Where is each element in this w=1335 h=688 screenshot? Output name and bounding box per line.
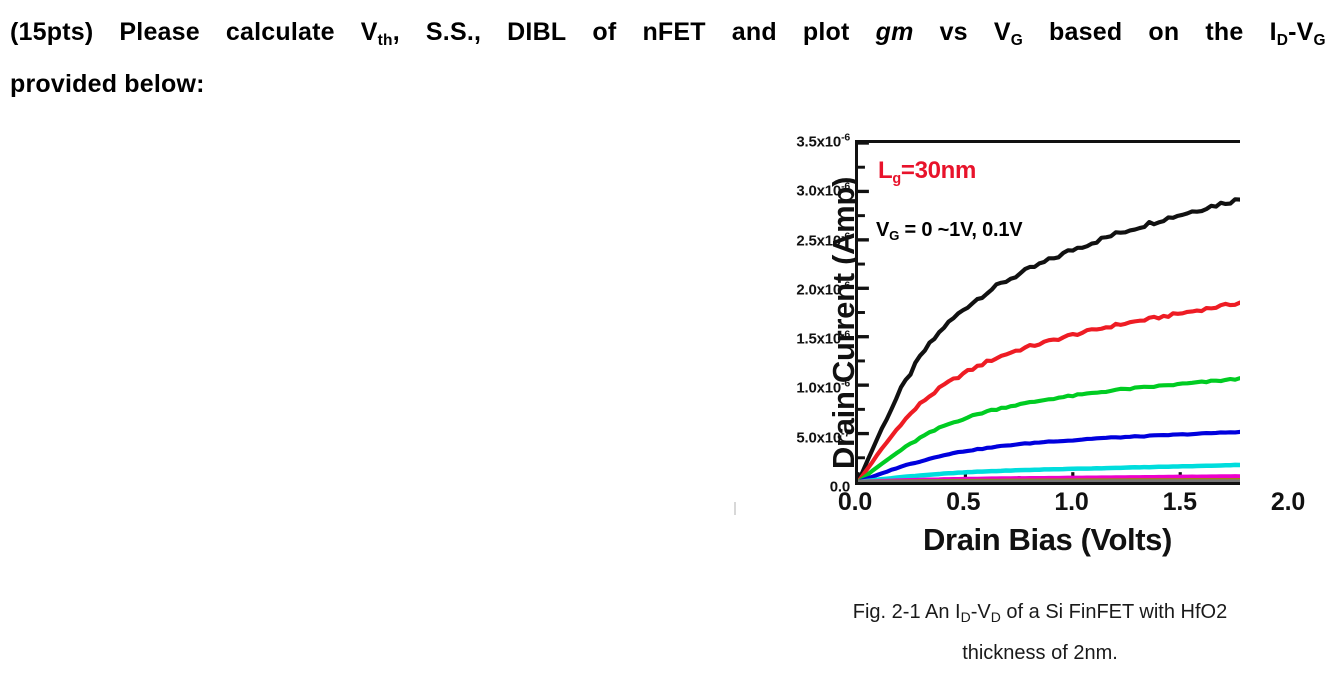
caption-id-subscript: D [960, 608, 971, 625]
y-tick-label: 5.0x10-7 [796, 427, 850, 447]
caption-vd-subscript: D [990, 608, 1001, 625]
plot-area: Lg=30nm VG = 0 ~1V, 0.1V [855, 140, 1240, 485]
question-word: of [592, 18, 617, 46]
plot-curves-svg [858, 143, 1240, 482]
question-word: nFET [642, 18, 706, 46]
question-term-id-vg: ID-VG [1269, 18, 1326, 49]
x-tick-label: 0.0 [837, 488, 873, 516]
y-tick-label: 2.5x10-6 [796, 230, 850, 250]
y-axis-tick-labels: 0.0 5.0x10-7 1.0x10-6 1.5x10-6 2.0x10-6 2.5x1… [762, 131, 850, 495]
y-tick-label: 1.0x10-6 [796, 377, 850, 397]
question-word: DIBL [507, 18, 567, 46]
chart-line-series [858, 479, 1240, 482]
x-axis-title: Drain Bias (Volts) [923, 522, 1172, 557]
y-tick-label: 1.5x10-6 [796, 328, 850, 348]
question-word: S.S., [425, 18, 482, 46]
chart-line-series [858, 300, 1240, 482]
chart-line-series [858, 429, 1240, 482]
vg-subscript-2: G [1313, 31, 1326, 49]
figure-id-vd-plot: Drain Current (Amp) 0.0 5.0x10-7 1.0x10-6 1… [700, 130, 1320, 680]
question-word: (15pts) [10, 18, 94, 46]
vg-annot-subscript: G [889, 227, 900, 243]
question-word: Please [119, 18, 200, 46]
annotation-gate-sweep: VG = 0 ~1V, 0.1V [876, 219, 1023, 243]
caption-line-2: thickness of 2nm. [962, 642, 1118, 664]
caption-line-1: Fig. 2-1 An ID-VD of a Si FinFET with Hf… [852, 601, 1228, 625]
question-word: based [1049, 18, 1123, 46]
question-term-gm: gm [875, 18, 914, 46]
y-tick-label: 2.0x10-6 [796, 279, 850, 299]
question-word: plot [802, 18, 850, 46]
question-word: vs [939, 18, 968, 46]
x-tick-label: 1.5 [1162, 488, 1197, 516]
chart-line-series [858, 462, 1240, 482]
x-axis-tick-labels: 0.0 0.5 1.0 1.5 2.0 [838, 488, 1325, 518]
x-tick-label: 2.0 [1270, 488, 1306, 516]
y-tick-label: 3.5x10-6 [796, 131, 850, 151]
x-tick-label: 1.0 [1054, 488, 1089, 516]
chart-line-series [858, 376, 1240, 482]
y-tick-label: 0.0 [829, 478, 850, 496]
question-line-2: provided below: [10, 70, 205, 98]
id-subscript: D [1276, 31, 1289, 49]
question-block: (15pts) Please calculate Vth, S.S., DIBL… [10, 8, 1330, 108]
question-word: and [731, 18, 777, 46]
question-line-1: (15pts) Please calculate Vth, S.S., DIBL… [10, 8, 1326, 60]
question-word: calculate [225, 18, 335, 46]
annotation-gate-length: Lg=30nm [878, 157, 977, 188]
figure-caption: Fig. 2-1 An ID-VD of a Si FinFET with Hf… [760, 592, 1320, 673]
question-term-vg: VG [993, 18, 1023, 49]
question-word: on [1148, 18, 1180, 46]
axis-ticks [858, 143, 1236, 482]
question-term-vth: Vth, [360, 18, 400, 49]
scan-artifact [734, 502, 736, 515]
chart-line-series [858, 197, 1240, 482]
x-tick-label: 0.5 [946, 488, 981, 516]
y-tick-label: 3.0x10-6 [796, 180, 850, 200]
vth-subscript: th [377, 31, 393, 49]
lg-subscript: g [892, 171, 901, 188]
vg-subscript: G [1010, 31, 1023, 49]
question-word: the [1205, 18, 1244, 46]
